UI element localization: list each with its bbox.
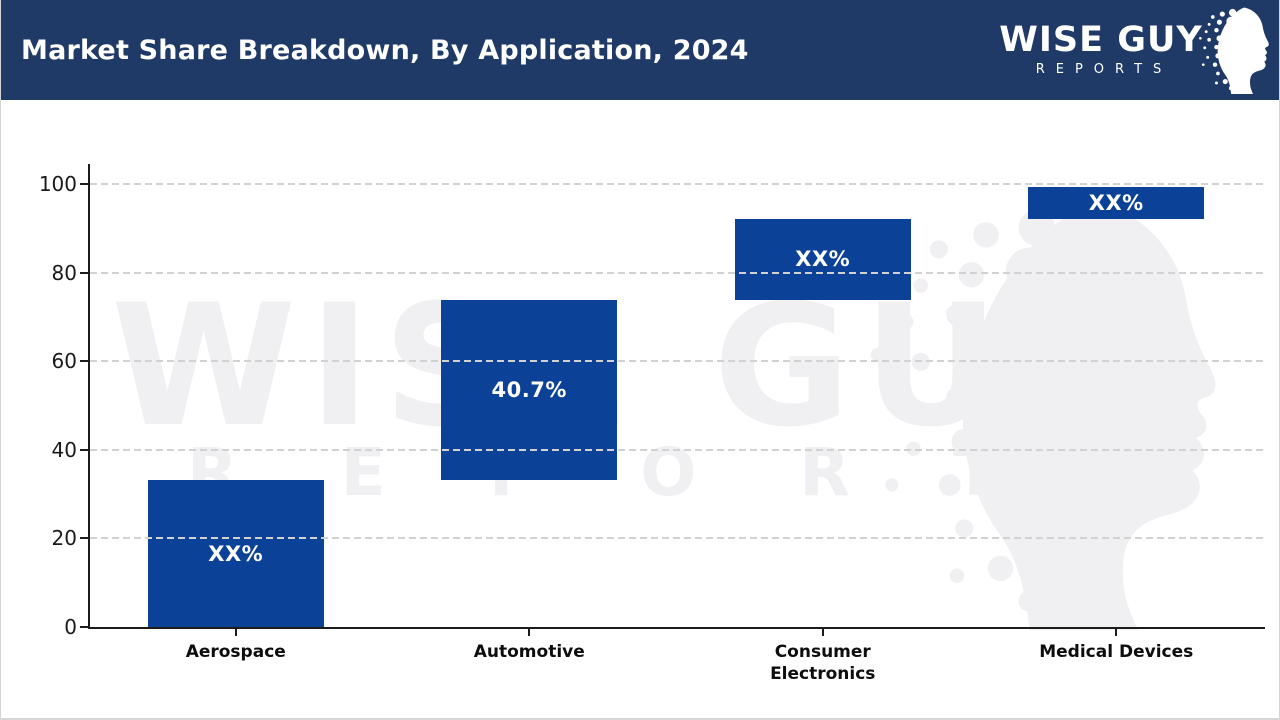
y-tick-80 <box>80 271 89 274</box>
y-tick-40 <box>80 448 89 451</box>
page-title: Market Share Breakdown, By Application, … <box>21 34 749 66</box>
logo-name: WISE GUY <box>999 20 1203 60</box>
x-tick-1 <box>528 629 531 636</box>
bar-1: 40.7% <box>441 299 618 481</box>
y-tick-20 <box>80 537 89 540</box>
wiseguy-face-icon <box>1193 6 1269 94</box>
y-tick-100 <box>80 183 89 186</box>
y-tick-label-40: 40 <box>51 437 77 462</box>
logo-text: WISE GUY REPORTS <box>999 20 1203 78</box>
x-axis-line <box>88 627 1265 629</box>
bar-0: XX% <box>147 480 324 627</box>
category-label-2: Consumer Electronics <box>770 642 876 685</box>
category-label-1: Automotive <box>473 642 585 662</box>
bar-3: XX% <box>1028 187 1205 219</box>
bar-value-label-1: 40.7% <box>491 377 567 402</box>
bar-value-label-0: XX% <box>208 541 264 566</box>
gridline-20 <box>90 537 1265 540</box>
y-tick-label-20: 20 <box>51 526 77 551</box>
gridline-80 <box>90 271 1265 274</box>
gridline-100 <box>90 183 1265 186</box>
bar-value-label-3: XX% <box>1088 191 1144 216</box>
x-tick-2 <box>821 629 824 636</box>
y-tick-label-80: 80 <box>51 260 77 285</box>
header: Market Share Breakdown, By Application, … <box>1 0 1279 100</box>
y-tick-60 <box>80 360 89 363</box>
bar-2: XX% <box>734 218 911 300</box>
category-label-3: Medical Devices <box>1039 642 1194 662</box>
y-tick-label-60: 60 <box>51 349 77 374</box>
x-tick-3 <box>1115 629 1118 636</box>
y-axis-line <box>88 164 90 629</box>
gridline-60 <box>90 360 1265 363</box>
category-label-0: Aerospace <box>185 642 286 662</box>
gridline-40 <box>90 448 1265 451</box>
y-tick-label-0: 0 <box>64 615 77 639</box>
wiseguy-logo: WISE GUY REPORTS <box>999 6 1269 94</box>
y-tick-label-100: 100 <box>38 172 77 197</box>
x-tick-0 <box>234 629 237 636</box>
y-tick-0 <box>80 626 89 628</box>
logo-tagline: REPORTS <box>1035 62 1173 77</box>
bar-value-label-2: XX% <box>795 247 851 272</box>
